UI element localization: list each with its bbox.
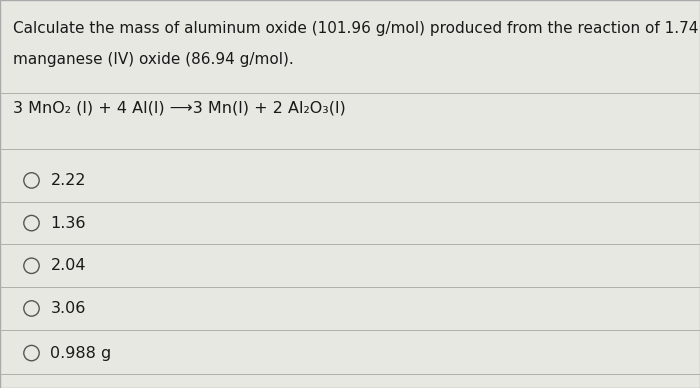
Text: Calculate the mass of aluminum oxide (101.96 g/mol) produced from the reaction o: Calculate the mass of aluminum oxide (10…	[13, 21, 700, 36]
Text: 3.06: 3.06	[50, 301, 86, 316]
Text: 0.988 g: 0.988 g	[50, 346, 112, 360]
Text: 3 MnO₂ (l) + 4 Al(l) ⟶3 Mn(l) + 2 Al₂O₃(l): 3 MnO₂ (l) + 4 Al(l) ⟶3 Mn(l) + 2 Al₂O₃(…	[13, 101, 345, 116]
Text: 2.22: 2.22	[50, 173, 86, 188]
Text: manganese (IV) oxide (86.94 g/mol).: manganese (IV) oxide (86.94 g/mol).	[13, 52, 293, 68]
Text: 1.36: 1.36	[50, 216, 86, 230]
Text: 2.04: 2.04	[50, 258, 86, 273]
